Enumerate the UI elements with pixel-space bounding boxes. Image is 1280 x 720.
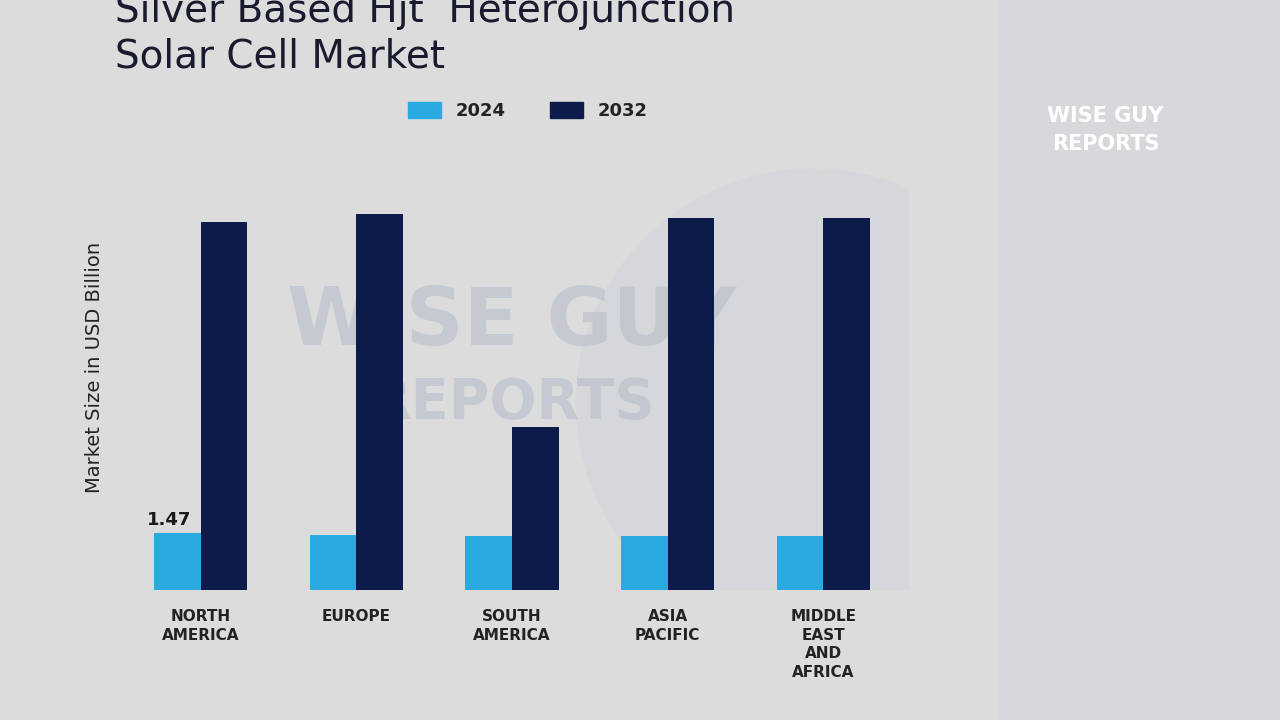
Text: WISE GUY: WISE GUY: [287, 284, 737, 361]
Text: REPORTS: REPORTS: [369, 376, 655, 430]
Text: WISE GUY
REPORTS: WISE GUY REPORTS: [1047, 106, 1164, 153]
Bar: [201, 222, 247, 590]
Bar: [777, 536, 823, 590]
Ellipse shape: [576, 168, 1052, 637]
Bar: [466, 536, 512, 590]
Y-axis label: Market Size in USD Billion: Market Size in USD Billion: [84, 242, 104, 492]
Bar: [310, 535, 356, 590]
Bar: [356, 214, 403, 590]
Legend: 2024, 2032: 2024, 2032: [401, 95, 654, 127]
Bar: [621, 536, 668, 590]
Text: Silver Based Hjt  Heterojunction
Solar Cell Market: Silver Based Hjt Heterojunction Solar Ce…: [115, 0, 735, 76]
Bar: [512, 428, 558, 590]
Bar: [668, 217, 714, 590]
Bar: [823, 217, 870, 590]
Ellipse shape: [492, 0, 1280, 720]
Text: 1.47: 1.47: [147, 511, 191, 529]
Bar: [154, 534, 201, 590]
